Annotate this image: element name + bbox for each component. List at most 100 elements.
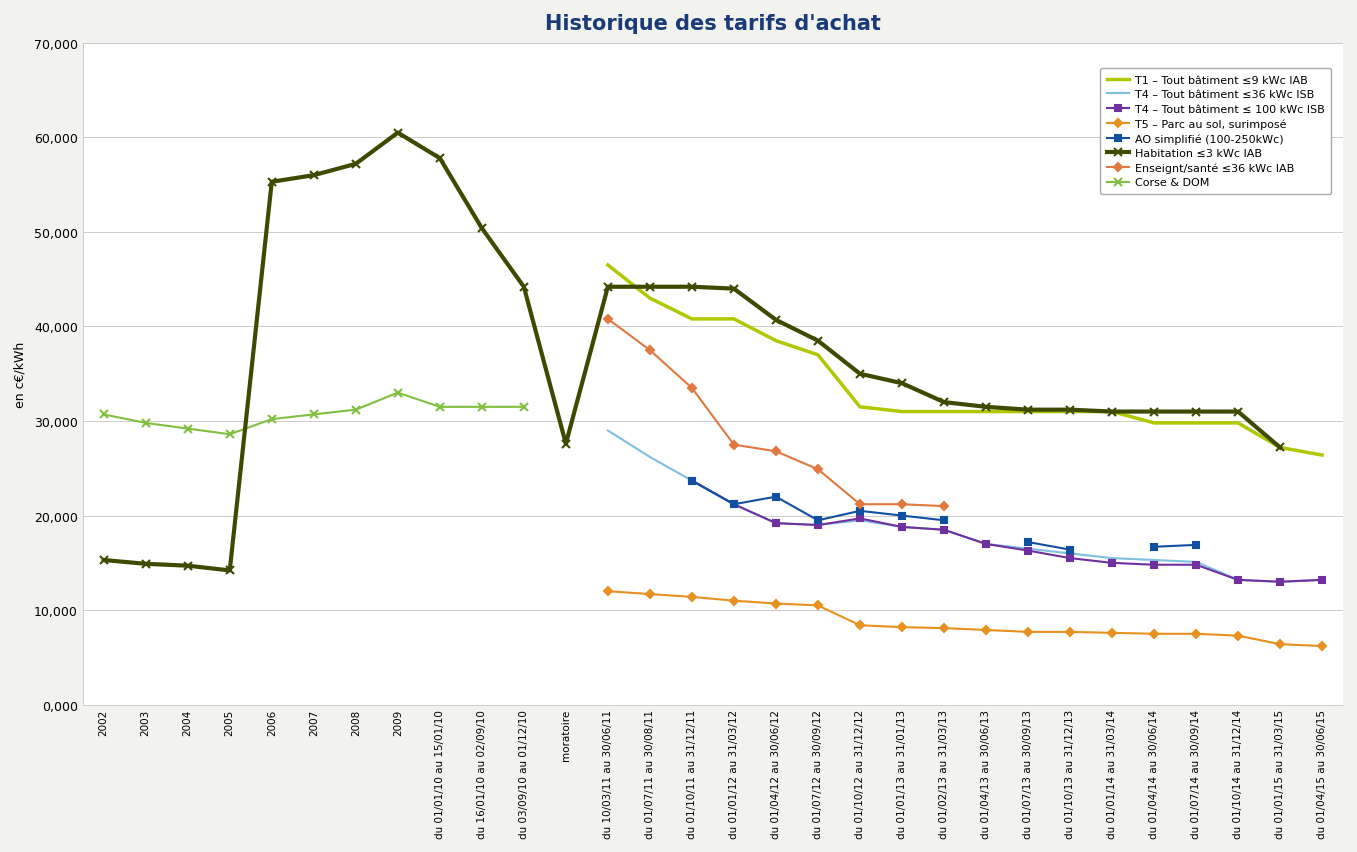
Line: T5 – Parc au sol, surimposé: T5 – Parc au sol, surimposé: [605, 589, 1324, 649]
Line: Corse & DOM: Corse & DOM: [99, 389, 528, 439]
Line: T4 – Tout bâtiment ≤ 100 kWc ISB: T4 – Tout bâtiment ≤ 100 kWc ISB: [688, 478, 1326, 585]
Habitation ≤3 kWc IAB: [516, 282, 532, 292]
Habitation ≤3 kWc IAB: [600, 282, 616, 292]
Enseignt/santé ≤36 kWc IAB: [936, 502, 953, 512]
Enseignt/santé ≤36 kWc IAB: [768, 446, 784, 457]
AO simplifié (100-250kWc): [684, 476, 700, 486]
T4 – Tout bâtiment ≤36 kWc ISB: [1103, 553, 1120, 563]
T1 – Tout bâtiment ≤9 kWc IAB: [1229, 418, 1246, 429]
Corse & DOM: [474, 402, 490, 412]
Corse & DOM: [389, 388, 406, 398]
T4 – Tout bâtiment ≤36 kWc ISB: [1229, 575, 1246, 585]
Habitation ≤3 kWc IAB: [978, 402, 995, 412]
T4 – Tout bâtiment ≤ 100 kWc ISB: [1314, 575, 1330, 585]
T1 – Tout bâtiment ≤9 kWc IAB: [1272, 443, 1288, 453]
T4 – Tout bâtiment ≤ 100 kWc ISB: [852, 514, 868, 524]
Habitation ≤3 kWc IAB: [684, 282, 700, 292]
T4 – Tout bâtiment ≤ 100 kWc ISB: [810, 521, 826, 531]
T1 – Tout bâtiment ≤9 kWc IAB: [978, 407, 995, 417]
T4 – Tout bâtiment ≤ 100 kWc ISB: [1229, 575, 1246, 585]
T5 – Parc au sol, surimposé: [768, 599, 784, 609]
T1 – Tout bâtiment ≤9 kWc IAB: [852, 402, 868, 412]
Habitation ≤3 kWc IAB: [1063, 405, 1079, 415]
Habitation ≤3 kWc IAB: [642, 282, 658, 292]
T4 – Tout bâtiment ≤ 100 kWc ISB: [1103, 558, 1120, 568]
Habitation ≤3 kWc IAB: [852, 369, 868, 379]
T1 – Tout bâtiment ≤9 kWc IAB: [1020, 407, 1037, 417]
T5 – Parc au sol, surimposé: [894, 622, 911, 632]
Line: Habitation ≤3 kWc IAB: Habitation ≤3 kWc IAB: [99, 130, 1284, 575]
T5 – Parc au sol, surimposé: [1187, 629, 1204, 639]
T4 – Tout bâtiment ≤36 kWc ISB: [894, 522, 911, 532]
Enseignt/santé ≤36 kWc IAB: [726, 440, 742, 450]
AO simplifié (100-250kWc): [894, 511, 911, 521]
T1 – Tout bâtiment ≤9 kWc IAB: [600, 261, 616, 271]
Habitation ≤3 kWc IAB: [894, 378, 911, 389]
Enseignt/santé ≤36 kWc IAB: [894, 499, 911, 509]
T4 – Tout bâtiment ≤ 100 kWc ISB: [936, 525, 953, 535]
T5 – Parc au sol, surimposé: [726, 596, 742, 606]
T5 – Parc au sol, surimposé: [1145, 629, 1162, 639]
Habitation ≤3 kWc IAB: [1103, 407, 1120, 417]
T5 – Parc au sol, surimposé: [1020, 627, 1037, 637]
T4 – Tout bâtiment ≤36 kWc ISB: [726, 499, 742, 509]
Habitation ≤3 kWc IAB: [1145, 407, 1162, 417]
Habitation ≤3 kWc IAB: [936, 398, 953, 408]
T5 – Parc au sol, surimposé: [684, 592, 700, 602]
T4 – Tout bâtiment ≤36 kWc ISB: [768, 518, 784, 528]
T4 – Tout bâtiment ≤ 100 kWc ISB: [768, 518, 784, 528]
T4 – Tout bâtiment ≤ 100 kWc ISB: [1187, 560, 1204, 570]
T1 – Tout bâtiment ≤9 kWc IAB: [1314, 451, 1330, 461]
Habitation ≤3 kWc IAB: [179, 561, 195, 571]
Enseignt/santé ≤36 kWc IAB: [600, 314, 616, 325]
Habitation ≤3 kWc IAB: [1020, 405, 1037, 415]
T5 – Parc au sol, surimposé: [1103, 628, 1120, 638]
T4 – Tout bâtiment ≤36 kWc ISB: [1020, 544, 1037, 554]
Habitation ≤3 kWc IAB: [768, 315, 784, 325]
T5 – Parc au sol, surimposé: [1063, 627, 1079, 637]
T5 – Parc au sol, surimposé: [936, 624, 953, 634]
T5 – Parc au sol, surimposé: [810, 601, 826, 611]
T5 – Parc au sol, surimposé: [1314, 642, 1330, 652]
T5 – Parc au sol, surimposé: [600, 586, 616, 596]
T5 – Parc au sol, surimposé: [642, 590, 658, 600]
T4 – Tout bâtiment ≤ 100 kWc ISB: [726, 499, 742, 509]
T1 – Tout bâtiment ≤9 kWc IAB: [894, 407, 911, 417]
T4 – Tout bâtiment ≤36 kWc ISB: [978, 539, 995, 550]
Line: T4 – Tout bâtiment ≤36 kWc ISB: T4 – Tout bâtiment ≤36 kWc ISB: [608, 431, 1322, 582]
T1 – Tout bâtiment ≤9 kWc IAB: [1145, 418, 1162, 429]
Habitation ≤3 kWc IAB: [1229, 407, 1246, 417]
T1 – Tout bâtiment ≤9 kWc IAB: [1187, 418, 1204, 429]
T4 – Tout bâtiment ≤ 100 kWc ISB: [1145, 560, 1162, 570]
Corse & DOM: [221, 429, 237, 440]
Corse & DOM: [347, 405, 364, 415]
T4 – Tout bâtiment ≤ 100 kWc ISB: [1272, 577, 1288, 587]
AO simplifié (100-250kWc): [936, 515, 953, 526]
AO simplifié (100-250kWc): [726, 499, 742, 509]
T4 – Tout bâtiment ≤ 100 kWc ISB: [894, 522, 911, 532]
T5 – Parc au sol, surimposé: [1229, 630, 1246, 641]
T5 – Parc au sol, surimposé: [852, 620, 868, 630]
Habitation ≤3 kWc IAB: [1187, 407, 1204, 417]
T1 – Tout bâtiment ≤9 kWc IAB: [768, 337, 784, 347]
Habitation ≤3 kWc IAB: [810, 337, 826, 347]
Corse & DOM: [137, 418, 153, 429]
T1 – Tout bâtiment ≤9 kWc IAB: [810, 350, 826, 360]
T1 – Tout bâtiment ≤9 kWc IAB: [726, 314, 742, 325]
AO simplifié (100-250kWc): [810, 515, 826, 526]
T4 – Tout bâtiment ≤ 100 kWc ISB: [978, 539, 995, 550]
Enseignt/santé ≤36 kWc IAB: [810, 464, 826, 475]
Y-axis label: en c€/kWh: en c€/kWh: [14, 341, 27, 407]
Legend: T1 – Tout bâtiment ≤9 kWc IAB, T4 – Tout bâtiment ≤36 kWc ISB, T4 – Tout bâtimen: T1 – Tout bâtiment ≤9 kWc IAB, T4 – Tout…: [1101, 69, 1331, 195]
T1 – Tout bâtiment ≤9 kWc IAB: [1103, 407, 1120, 417]
T5 – Parc au sol, surimposé: [1272, 639, 1288, 649]
Habitation ≤3 kWc IAB: [263, 177, 280, 187]
Corse & DOM: [305, 410, 322, 420]
T4 – Tout bâtiment ≤36 kWc ISB: [1272, 577, 1288, 587]
AO simplifié (100-250kWc): [852, 506, 868, 516]
T1 – Tout bâtiment ≤9 kWc IAB: [1063, 407, 1079, 417]
T4 – Tout bâtiment ≤36 kWc ISB: [1314, 575, 1330, 585]
Habitation ≤3 kWc IAB: [95, 556, 111, 566]
Habitation ≤3 kWc IAB: [726, 285, 742, 295]
T4 – Tout bâtiment ≤36 kWc ISB: [1145, 556, 1162, 566]
